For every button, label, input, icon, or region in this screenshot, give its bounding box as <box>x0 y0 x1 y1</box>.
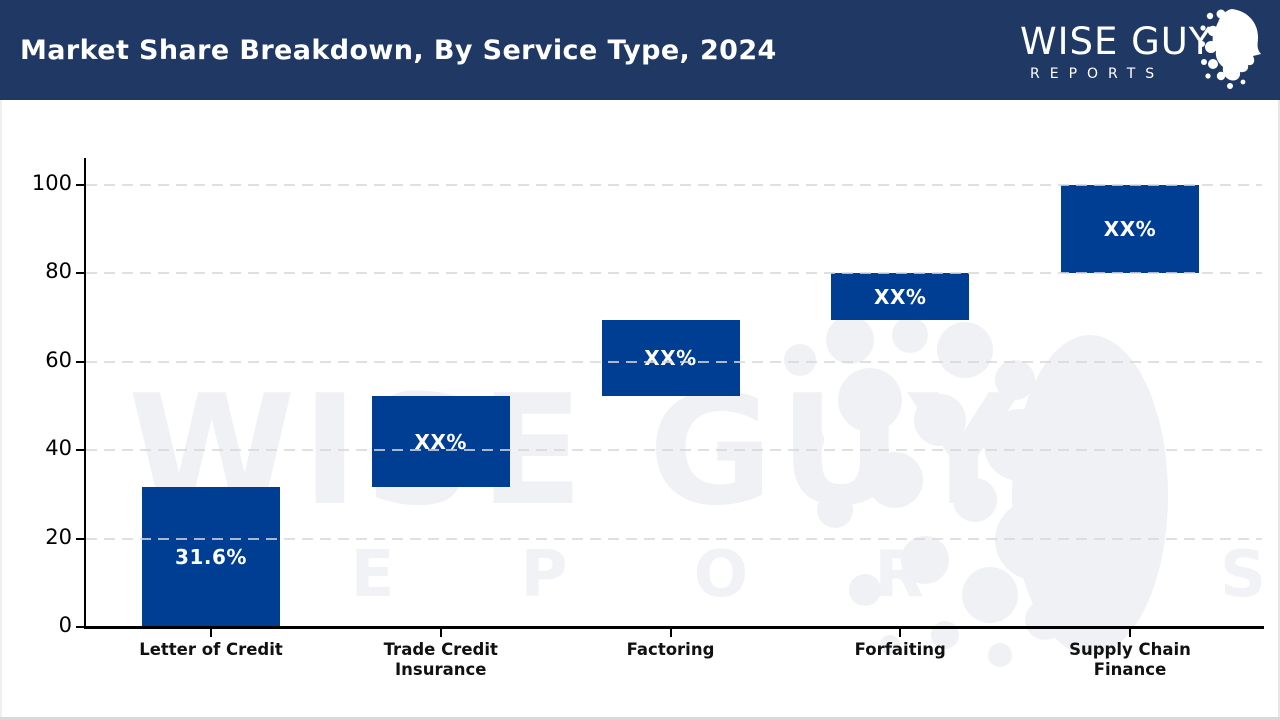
y-axis-tick-label-20: 20 <box>45 524 72 549</box>
x-axis-category-label-letter-of-credit: Letter of Credit <box>139 640 283 659</box>
x-axis-tick-supply-chain-finance <box>1129 629 1131 637</box>
y-axis-tick-label-60: 60 <box>45 347 72 372</box>
x-axis-category-label-supply-chain-finance: Supply Chain Finance <box>1069 640 1191 679</box>
gridline-20 <box>86 537 1262 540</box>
chart-area: WISE GUY R E P O R T S 0 20 40 60 80 <box>0 100 1280 720</box>
x-axis-category-label-forfaiting: Forfaiting <box>854 640 946 659</box>
x-axis-category-label-factoring: Factoring <box>626 640 715 659</box>
x-axis-tick-factoring <box>669 629 672 637</box>
wiseguy-logo: WISE GUY REPORTS <box>1020 9 1261 89</box>
bar-factoring: XX% <box>601 319 740 396</box>
bar-forfaiting: XX% <box>831 273 970 320</box>
bar-value-label: XX% <box>874 284 927 309</box>
bar-value-label: 31.6% <box>175 545 247 570</box>
bar-supply-chain-finance: XX% <box>1061 185 1199 274</box>
logo-wordmark-text: WISE GUY <box>1020 20 1212 63</box>
gridline-40 <box>86 449 1262 452</box>
bar-value-label: XX% <box>1103 217 1157 242</box>
y-axis-tick-label-80: 80 <box>45 259 72 284</box>
gridline-100 <box>86 184 1262 186</box>
y-axis-tick-80 <box>76 272 84 275</box>
page-title: Market Share Breakdown, By Service Type,… <box>20 34 777 66</box>
gridline-60 <box>86 360 1262 363</box>
bar-letter-of-credit: 31.6% <box>142 487 280 627</box>
y-axis-line <box>84 158 86 627</box>
x-axis-tick-letter-of-credit <box>210 629 212 637</box>
y-axis-tick-label-100: 100 <box>31 171 72 195</box>
y-axis-tick-0 <box>76 626 84 628</box>
x-axis-line <box>84 626 1264 629</box>
y-axis-tick-40 <box>76 449 84 452</box>
y-axis-tick-60 <box>76 360 84 363</box>
wiseguy-face-icon <box>1199 9 1261 89</box>
header: Market Share Breakdown, By Service Type,… <box>0 0 1280 100</box>
y-axis-tick-100 <box>76 184 84 186</box>
x-axis-tick-trade-credit-insurance <box>439 629 442 637</box>
y-axis-tick-20 <box>76 537 84 540</box>
y-axis-tick-label-40: 40 <box>45 436 72 461</box>
bar-trade-credit-insurance: XX% <box>371 395 510 488</box>
logo-subtext-text: REPORTS <box>1030 66 1164 82</box>
y-axis-tick-label-0: 0 <box>58 613 72 637</box>
gridline-80 <box>86 272 1262 275</box>
bar-value-label: XX% <box>644 345 697 370</box>
x-axis-tick-forfaiting <box>899 629 902 637</box>
x-axis-category-label-trade-credit-insurance: Trade Credit Insurance <box>383 640 498 679</box>
